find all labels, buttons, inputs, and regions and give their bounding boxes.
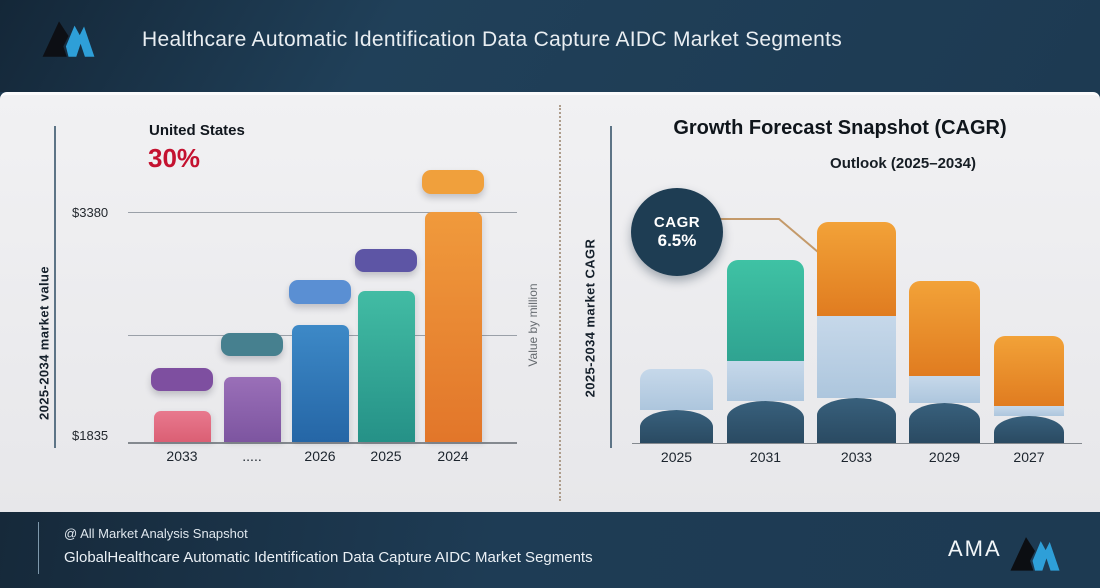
left-chart-highlight-percent: 30%	[148, 143, 201, 173]
bar-2025	[357, 290, 415, 442]
left-y-tick-top: $3380	[72, 205, 109, 220]
right-x-label-2027: 2027	[1013, 449, 1045, 465]
segment-2025-navy	[640, 409, 713, 443]
right-x-label-2031: 2031	[749, 449, 782, 465]
value-by-million-label: Value by million	[526, 283, 540, 367]
segment-2025-lightblue	[640, 368, 713, 410]
right-chart-subtitle: Outlook (2025–2034)	[830, 155, 976, 172]
left-x-label-2024: 2024	[437, 448, 469, 464]
left-x-label-.....: .....	[242, 448, 262, 464]
segment-2029-orange	[909, 280, 980, 376]
main-panel: 2025-2034 market value United States 30%…	[0, 92, 1100, 512]
segment-2027-orange	[994, 336, 1064, 406]
segment-2033-orange	[817, 222, 896, 317]
left-gridline-3380	[128, 212, 517, 213]
floating-cap-2026	[289, 280, 351, 305]
footer: @ All Market Analysis Snapshot GlobalHea…	[0, 512, 1100, 588]
ama-logo-icon	[42, 21, 95, 57]
bar-2026	[291, 325, 349, 442]
cagr-badge-value: 6.5%	[657, 230, 697, 250]
bar-2024	[424, 212, 482, 442]
page-title: Healthcare Automatic Identification Data…	[142, 28, 843, 51]
right-x-axis-line	[632, 443, 1082, 444]
left-x-label-2026: 2026	[304, 448, 336, 464]
bar-2033	[153, 411, 211, 442]
segment-2031-lightblue	[727, 361, 804, 401]
left-chart-title: United States	[149, 122, 245, 139]
ama-logo-icon	[1010, 537, 1060, 571]
cagr-badge: CAGR 6.5%	[631, 188, 723, 276]
floating-cap-.....	[221, 332, 283, 357]
floating-cap-2024	[422, 170, 484, 195]
footer-separator	[38, 522, 39, 574]
floating-cap-2025	[355, 249, 417, 272]
segment-2027-lightblue	[994, 405, 1064, 416]
segment-2031-navy	[727, 401, 804, 443]
segment-2033-navy	[817, 398, 896, 443]
right-y-axis-title: 2025-2034 market CAGR	[582, 238, 598, 398]
segment-2031-teal	[727, 259, 804, 361]
right-x-label-2025: 2025	[660, 449, 693, 465]
segment-2029-navy	[909, 402, 980, 443]
left-x-axis-line	[128, 442, 517, 444]
right-y-axis-line	[610, 126, 612, 448]
footer-report-title: GlobalHealthcare Automatic Identificatio…	[64, 549, 593, 566]
right-x-label-2033: 2033	[840, 449, 873, 465]
right-chart-title: Growth Forecast Snapshot (CAGR)	[673, 117, 1007, 139]
panel-divider	[559, 105, 561, 501]
header: Healthcare Automatic Identification Data…	[0, 0, 1100, 92]
footer-brand-text: AMA	[948, 536, 1002, 561]
bar-.....	[223, 377, 281, 442]
left-x-label-2025: 2025	[370, 448, 402, 464]
segment-2033-lightblue	[817, 316, 896, 398]
left-y-tick-bottom: $1835	[72, 428, 109, 443]
floating-cap-2033	[151, 368, 213, 391]
footer-tagline: @ All Market Analysis Snapshot	[64, 526, 248, 541]
left-x-label-2033: 2033	[166, 448, 198, 464]
cagr-badge-label: CAGR	[653, 213, 701, 231]
left-y-axis-title: 2025-2034 market value	[36, 265, 52, 421]
segment-2029-lightblue	[909, 375, 980, 403]
left-y-axis-line	[54, 126, 56, 448]
segment-2027-navy	[994, 415, 1064, 443]
right-x-label-2029: 2029	[928, 449, 961, 465]
